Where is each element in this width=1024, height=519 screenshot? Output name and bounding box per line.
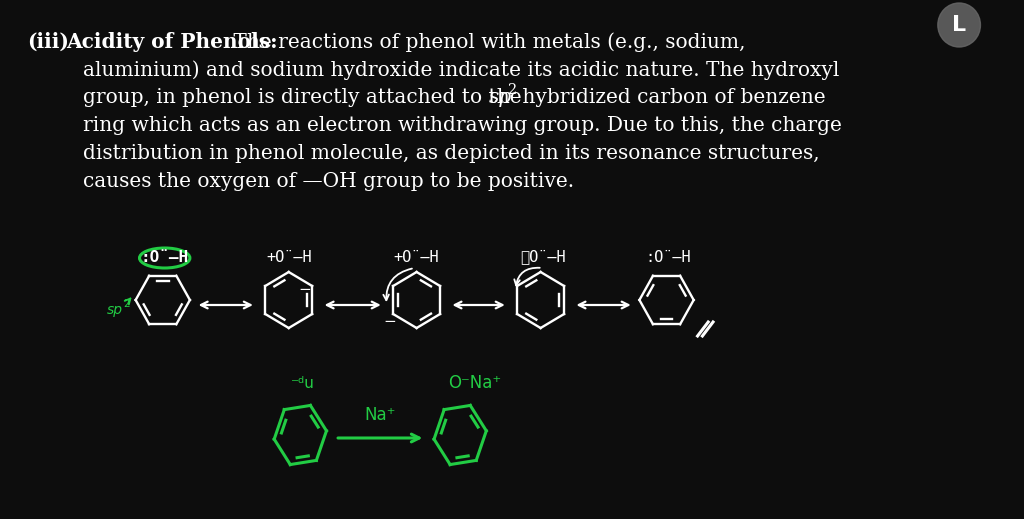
Text: +Ö—H: +Ö—H: [394, 250, 439, 265]
Text: group, in phenol is directly attached to the: group, in phenol is directly attached to…: [83, 88, 528, 107]
Text: 2: 2: [123, 299, 130, 309]
Text: 2: 2: [507, 83, 516, 97]
Text: distribution in phenol molecule, as depicted in its resonance structures,: distribution in phenol molecule, as depi…: [83, 144, 820, 163]
Text: ⁻ᵈu: ⁻ᵈu: [291, 376, 314, 390]
Circle shape: [938, 3, 980, 47]
Text: :Ö—H: :Ö—H: [646, 250, 691, 265]
Text: +Ö—H: +Ö—H: [266, 250, 311, 265]
Text: −: −: [298, 282, 311, 297]
Text: causes the oxygen of —OH group to be positive.: causes the oxygen of —OH group to be pos…: [83, 172, 574, 191]
Text: −: −: [384, 315, 396, 330]
Text: L: L: [952, 15, 967, 35]
Text: hybridized carbon of benzene: hybridized carbon of benzene: [516, 88, 826, 107]
Text: sp: sp: [488, 88, 512, 107]
Text: ring which acts as an electron withdrawing group. Due to this, the charge: ring which acts as an electron withdrawi…: [83, 116, 842, 135]
Text: ᴜÖ—H: ᴜÖ—H: [520, 250, 566, 265]
Text: Acidity of Phenols:: Acidity of Phenols:: [66, 32, 278, 52]
Text: (iii): (iii): [27, 32, 69, 52]
Text: sp: sp: [106, 303, 123, 317]
Text: The reactions of phenol with metals (e.g., sodium,: The reactions of phenol with metals (e.g…: [226, 32, 745, 52]
Text: aluminium) and sodium hydroxide indicate its acidic nature. The hydroxyl: aluminium) and sodium hydroxide indicate…: [83, 60, 840, 79]
Text: :Ö—H: :Ö—H: [140, 251, 188, 266]
Text: O⁻Na⁺: O⁻Na⁺: [449, 374, 502, 392]
Text: Na⁺: Na⁺: [365, 406, 396, 424]
